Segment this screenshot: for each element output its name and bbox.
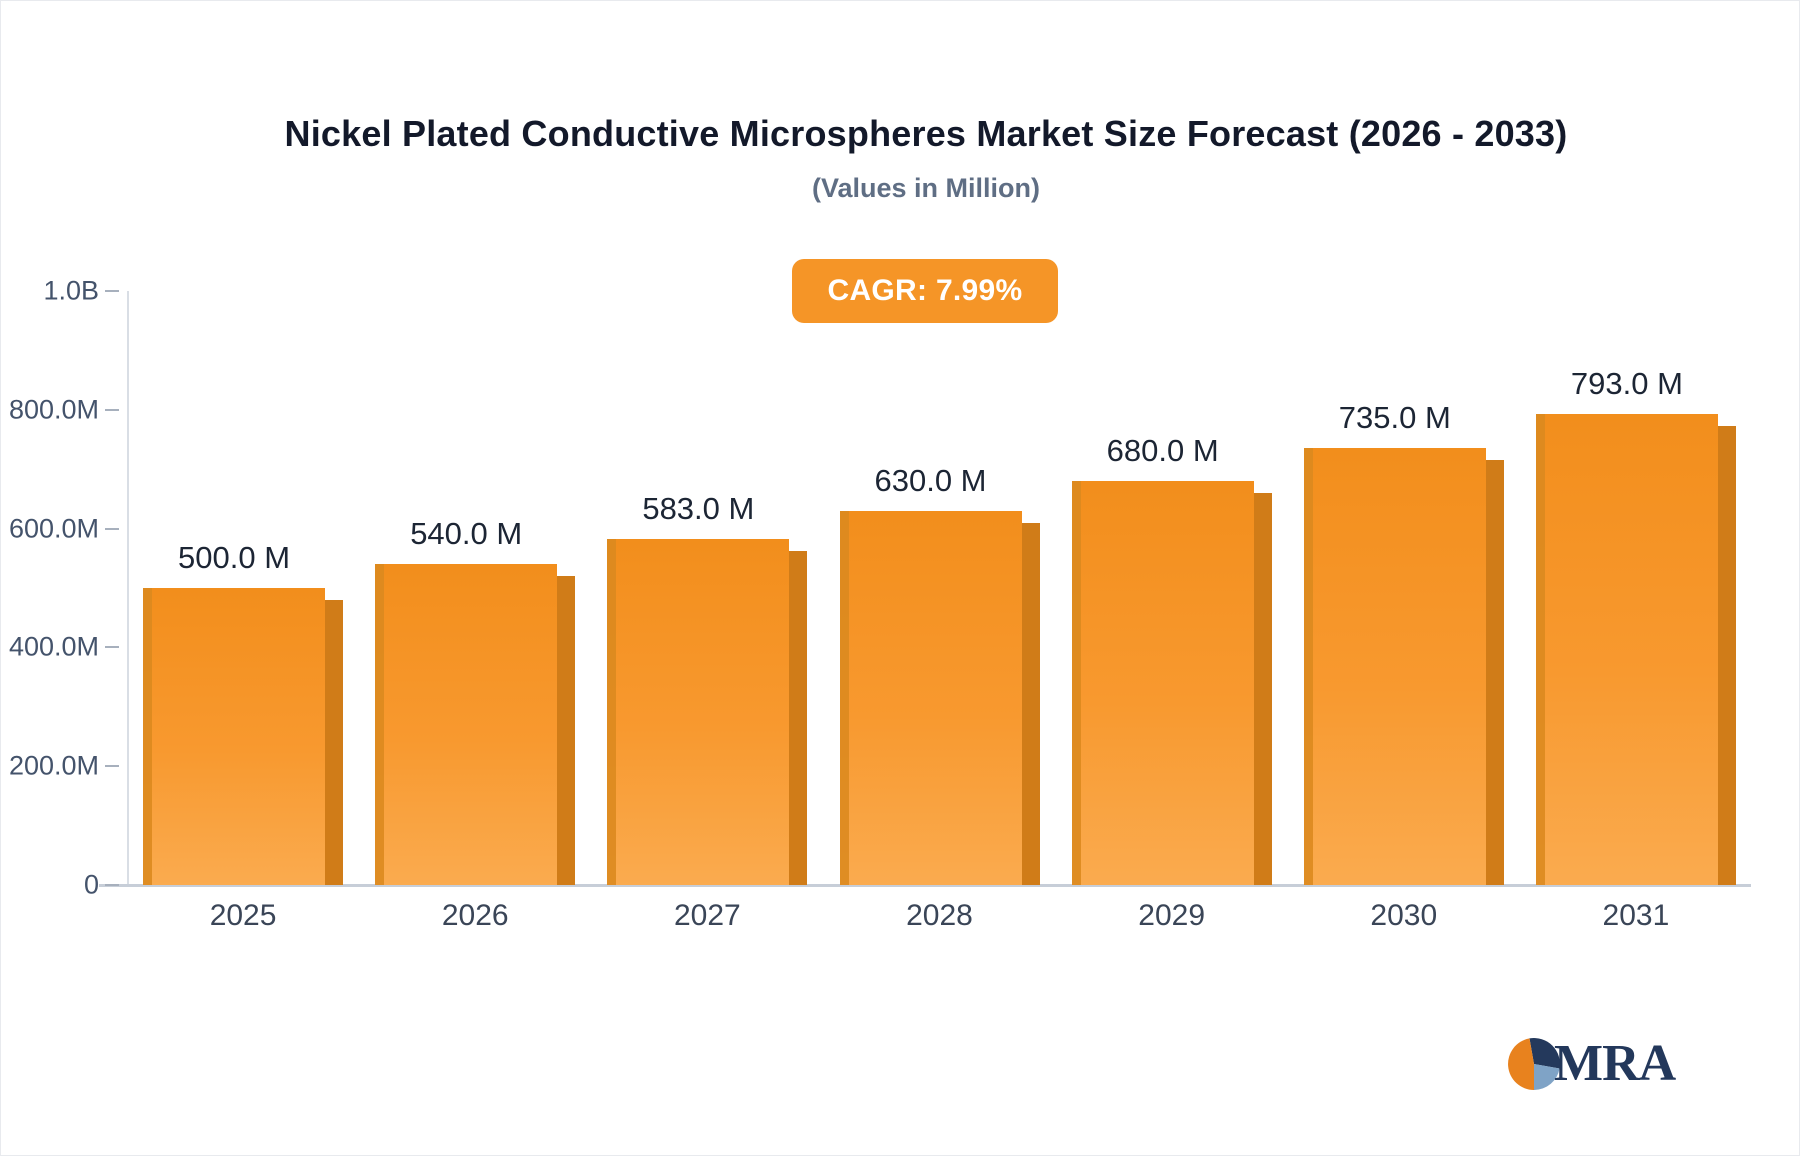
y-tick-mark	[105, 527, 119, 530]
bar-side-face	[1485, 460, 1504, 885]
mra-logo: MRA	[1507, 1035, 1676, 1092]
y-tick-mark	[105, 884, 119, 886]
bar-side-face	[1717, 426, 1736, 885]
y-tick-mark	[105, 408, 119, 411]
logo-text: MRA	[1554, 1035, 1676, 1092]
bar-side-face	[557, 576, 576, 885]
bar-front-face	[1071, 481, 1254, 885]
bar-left-edge	[1535, 414, 1545, 885]
bar-value-label: 735.0 M	[1338, 400, 1451, 435]
y-tick-label: 0	[83, 869, 99, 900]
bar	[839, 511, 1040, 885]
bar-front-face	[607, 539, 790, 885]
bar	[1071, 481, 1272, 885]
bar-left-edge	[143, 588, 153, 885]
bar-side-face	[789, 551, 808, 885]
x-axis-line	[99, 884, 1751, 887]
bar	[1303, 448, 1504, 885]
y-tick-mark	[105, 646, 119, 649]
bar-left-edge	[607, 539, 617, 885]
bar-side-face	[1253, 493, 1272, 885]
bar-front-face	[839, 511, 1022, 885]
bar	[1535, 414, 1736, 885]
bar-front-face	[375, 564, 558, 885]
bar-value-label: 583.0 M	[642, 491, 755, 526]
x-tick-label: 2025	[209, 899, 277, 932]
y-tick-label: 200.0M	[8, 750, 99, 781]
chart-subtitle: (Values in Million)	[811, 173, 1041, 203]
bar-value-label: 680.0 M	[1106, 433, 1219, 468]
bar-value-label: 793.0 M	[1570, 366, 1683, 401]
bar	[143, 588, 344, 885]
y-tick-label: 800.0M	[8, 394, 99, 425]
y-tick-label: 600.0M	[8, 513, 99, 544]
bar-value-label: 500.0 M	[178, 540, 291, 575]
bar-left-edge	[839, 511, 849, 885]
y-tick-mark	[105, 765, 119, 768]
bar-side-face	[1021, 523, 1040, 885]
bar-front-face	[143, 588, 326, 885]
x-tick-label: 2031	[1602, 899, 1670, 932]
bar	[375, 564, 576, 885]
bar	[607, 539, 808, 885]
y-tick-label: 400.0M	[8, 631, 99, 662]
bar-value-label: 630.0 M	[874, 463, 987, 498]
x-tick-label: 2027	[673, 899, 741, 932]
bar-front-face	[1303, 448, 1486, 885]
cagr-badge-label: CAGR: 7.99%	[827, 274, 1023, 307]
bar-front-face	[1535, 414, 1718, 885]
x-tick-label: 2030	[1370, 899, 1438, 932]
bar-left-edge	[1303, 448, 1313, 885]
y-axis-line	[127, 291, 129, 885]
x-tick-label: 2029	[1138, 899, 1206, 932]
bar-value-label: 540.0 M	[410, 516, 523, 551]
x-tick-label: 2026	[441, 899, 509, 932]
y-tick-label: 1.0B	[43, 275, 99, 306]
y-tick-mark	[105, 290, 119, 292]
x-tick-label: 2028	[906, 899, 973, 932]
chart-title: Nickel Plated Conductive Microspheres Ma…	[284, 113, 1568, 154]
cagr-badge: CAGR: 7.99%	[792, 259, 1058, 323]
logo-mark-icon	[1508, 1038, 1560, 1090]
bar-side-face	[325, 600, 344, 885]
bar-left-edge	[1071, 481, 1081, 885]
plot-area: 500.0 M 540.0 M 583.0 M 630.0 M 680.0 M 735.0…	[127, 291, 1752, 885]
bar-left-edge	[375, 564, 385, 885]
